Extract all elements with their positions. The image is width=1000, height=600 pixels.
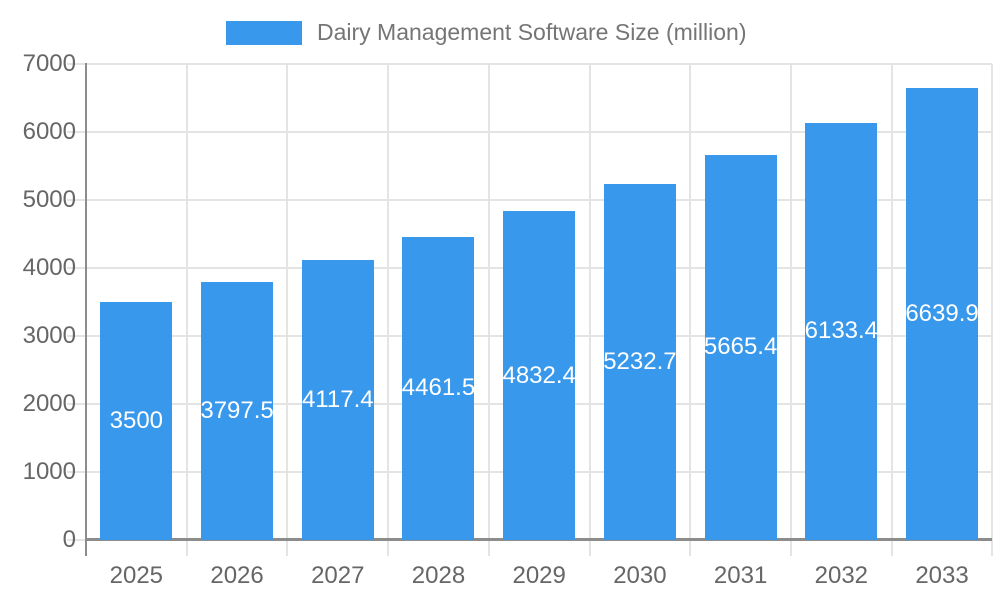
bar-value-label: 3797.5 (200, 396, 274, 424)
bar-2031[interactable] (704, 154, 777, 540)
y-tick-label: 2000 (22, 390, 76, 417)
x-tick-label: 2032 (814, 562, 869, 589)
y-tick-label: 1000 (22, 458, 76, 485)
gridline-vertical (487, 64, 490, 556)
y-tick-label: 0 (62, 526, 76, 553)
y-tick-label: 6000 (22, 118, 76, 145)
gridline-vertical (387, 64, 390, 556)
y-tick-label: 3000 (22, 322, 76, 349)
y-tick-label: 4000 (22, 254, 76, 281)
x-tick-label: 2028 (411, 562, 466, 589)
x-tick-label: 2030 (613, 562, 667, 589)
gridline-vertical (185, 64, 188, 556)
x-tick-label: 2026 (210, 562, 264, 589)
bar-value-label: 6639.9 (905, 300, 979, 328)
gridline-horizontal (67, 131, 993, 133)
x-tick-label: 2031 (713, 562, 768, 589)
bar-2026[interactable] (201, 281, 274, 540)
bar-value-label: 4461.5 (401, 374, 476, 402)
y-tick-label: 5000 (22, 186, 76, 213)
legend-label: Dairy Management Software Size (million) (317, 19, 747, 45)
y-axis-line (84, 63, 87, 556)
y-tick-label: 7000 (22, 50, 76, 77)
bar-2030[interactable] (603, 184, 676, 540)
bar-value-label: 3500 (109, 407, 164, 434)
chart-legend[interactable]: Dairy Management Software Size (million) (226, 19, 747, 46)
bar-2029[interactable] (503, 211, 576, 540)
legend-swatch-icon (226, 20, 302, 45)
gridline-vertical (286, 64, 289, 556)
bar-value-label: 4117.4 (301, 386, 374, 413)
bar-value-label: 5665.4 (703, 333, 778, 361)
bar-2032[interactable] (805, 122, 878, 540)
gridline-vertical (991, 64, 994, 556)
x-tick-label: 2027 (311, 562, 365, 589)
bar-2025[interactable] (100, 302, 173, 540)
bar-2027[interactable] (301, 260, 374, 540)
bar-value-label: 5232.7 (603, 348, 677, 376)
gridline-horizontal (67, 199, 993, 201)
gridline-vertical (588, 64, 591, 556)
gridline-vertical (890, 64, 893, 556)
bar-2028[interactable] (402, 236, 475, 540)
x-tick-label: 2033 (915, 562, 969, 589)
x-tick-label: 2029 (512, 562, 566, 589)
bar-value-label: 6133.4 (804, 317, 879, 345)
x-tick-label: 2025 (109, 562, 164, 589)
gridline-vertical (689, 64, 692, 556)
bar-value-label: 4832.4 (502, 361, 576, 389)
gridline-horizontal (67, 63, 993, 65)
gridline-vertical (789, 64, 792, 556)
bar-2033[interactable] (906, 88, 979, 540)
